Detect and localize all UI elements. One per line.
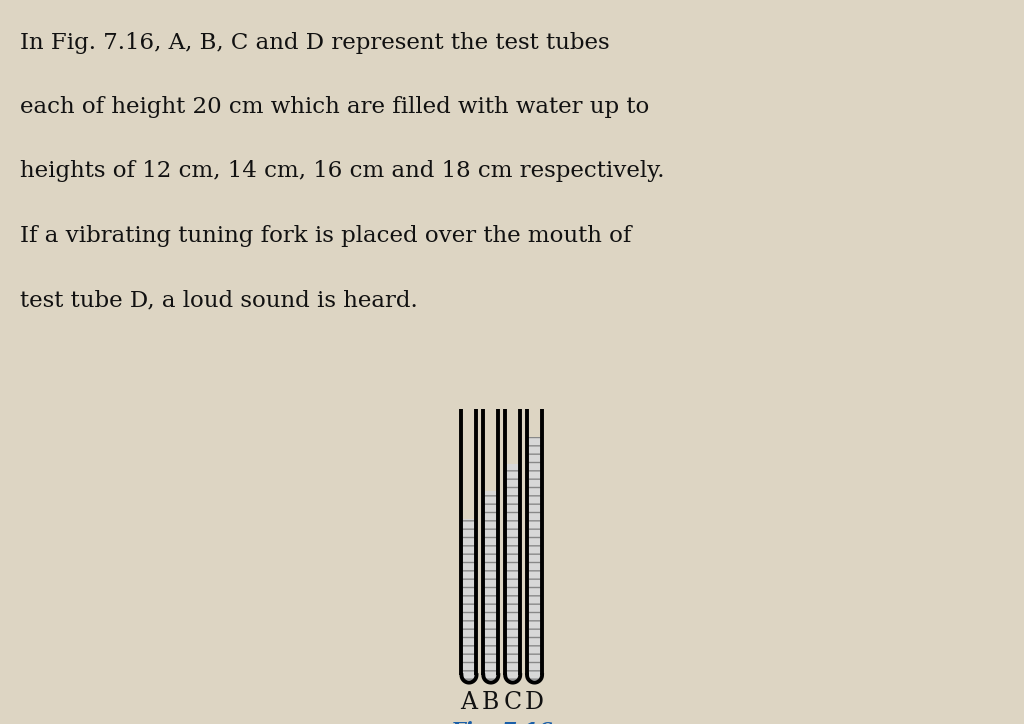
Polygon shape [505, 675, 520, 683]
Text: C: C [504, 691, 522, 714]
Bar [527, 437, 542, 675]
Text: In Fig. 7.16, A, B, C and D represent the test tubes: In Fig. 7.16, A, B, C and D represent th… [20, 32, 610, 54]
Bar [462, 518, 476, 675]
Polygon shape [483, 675, 499, 683]
Text: A: A [461, 691, 477, 714]
Text: If a vibrating tuning fork is placed over the mouth of: If a vibrating tuning fork is placed ove… [20, 224, 632, 247]
Text: each of height 20 cm which are filled with water up to: each of height 20 cm which are filled wi… [20, 96, 650, 118]
Text: Fig. 7.16: Fig. 7.16 [451, 721, 553, 724]
Text: D: D [525, 691, 544, 714]
Text: B: B [482, 691, 500, 714]
Polygon shape [527, 675, 542, 683]
Text: test tube D, a loud sound is heard.: test tube D, a loud sound is heard. [20, 289, 418, 311]
Text: heights of 12 cm, 14 cm, 16 cm and 18 cm respectively.: heights of 12 cm, 14 cm, 16 cm and 18 cm… [20, 161, 665, 182]
Polygon shape [462, 675, 476, 683]
Bar [483, 492, 498, 675]
Bar [506, 464, 520, 675]
